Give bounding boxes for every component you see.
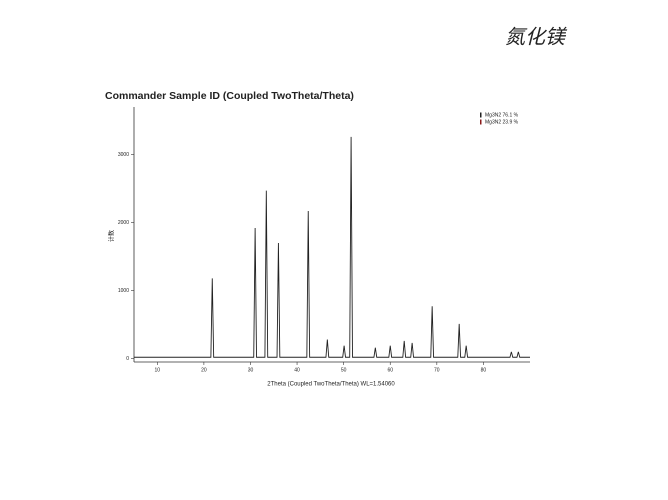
handwritten-note: 氮化镁: [505, 25, 568, 49]
chart-title: Commander Sample ID (Coupled TwoTheta/Th…: [105, 90, 354, 102]
x-tick-label: 40: [294, 367, 300, 373]
x-axis-label: 2Theta (Coupled TwoTheta/Theta) WL=1.540…: [267, 382, 395, 388]
data-line: [134, 136, 530, 358]
y-tick-label: 0: [126, 356, 129, 362]
x-tick-label: 20: [201, 367, 207, 373]
legend-label: Mg3N2 23.9 %: [485, 119, 519, 125]
legend-label: Mg3N2 76.1 %: [485, 112, 519, 118]
y-tick-label: 3000: [118, 152, 129, 158]
x-tick-label: 50: [341, 367, 347, 373]
x-tick-label: 70: [434, 367, 440, 373]
legend-swatch: [480, 112, 482, 118]
y-tick-label: 1000: [118, 288, 129, 294]
x-tick-label: 30: [248, 367, 254, 373]
y-tick-label: 2000: [118, 220, 129, 226]
x-tick-label: 60: [387, 367, 393, 373]
x-tick-label: 10: [155, 367, 161, 373]
y-axis-label: 计数: [108, 230, 116, 242]
legend-swatch: [480, 119, 482, 125]
x-tick-label: 80: [481, 367, 487, 373]
